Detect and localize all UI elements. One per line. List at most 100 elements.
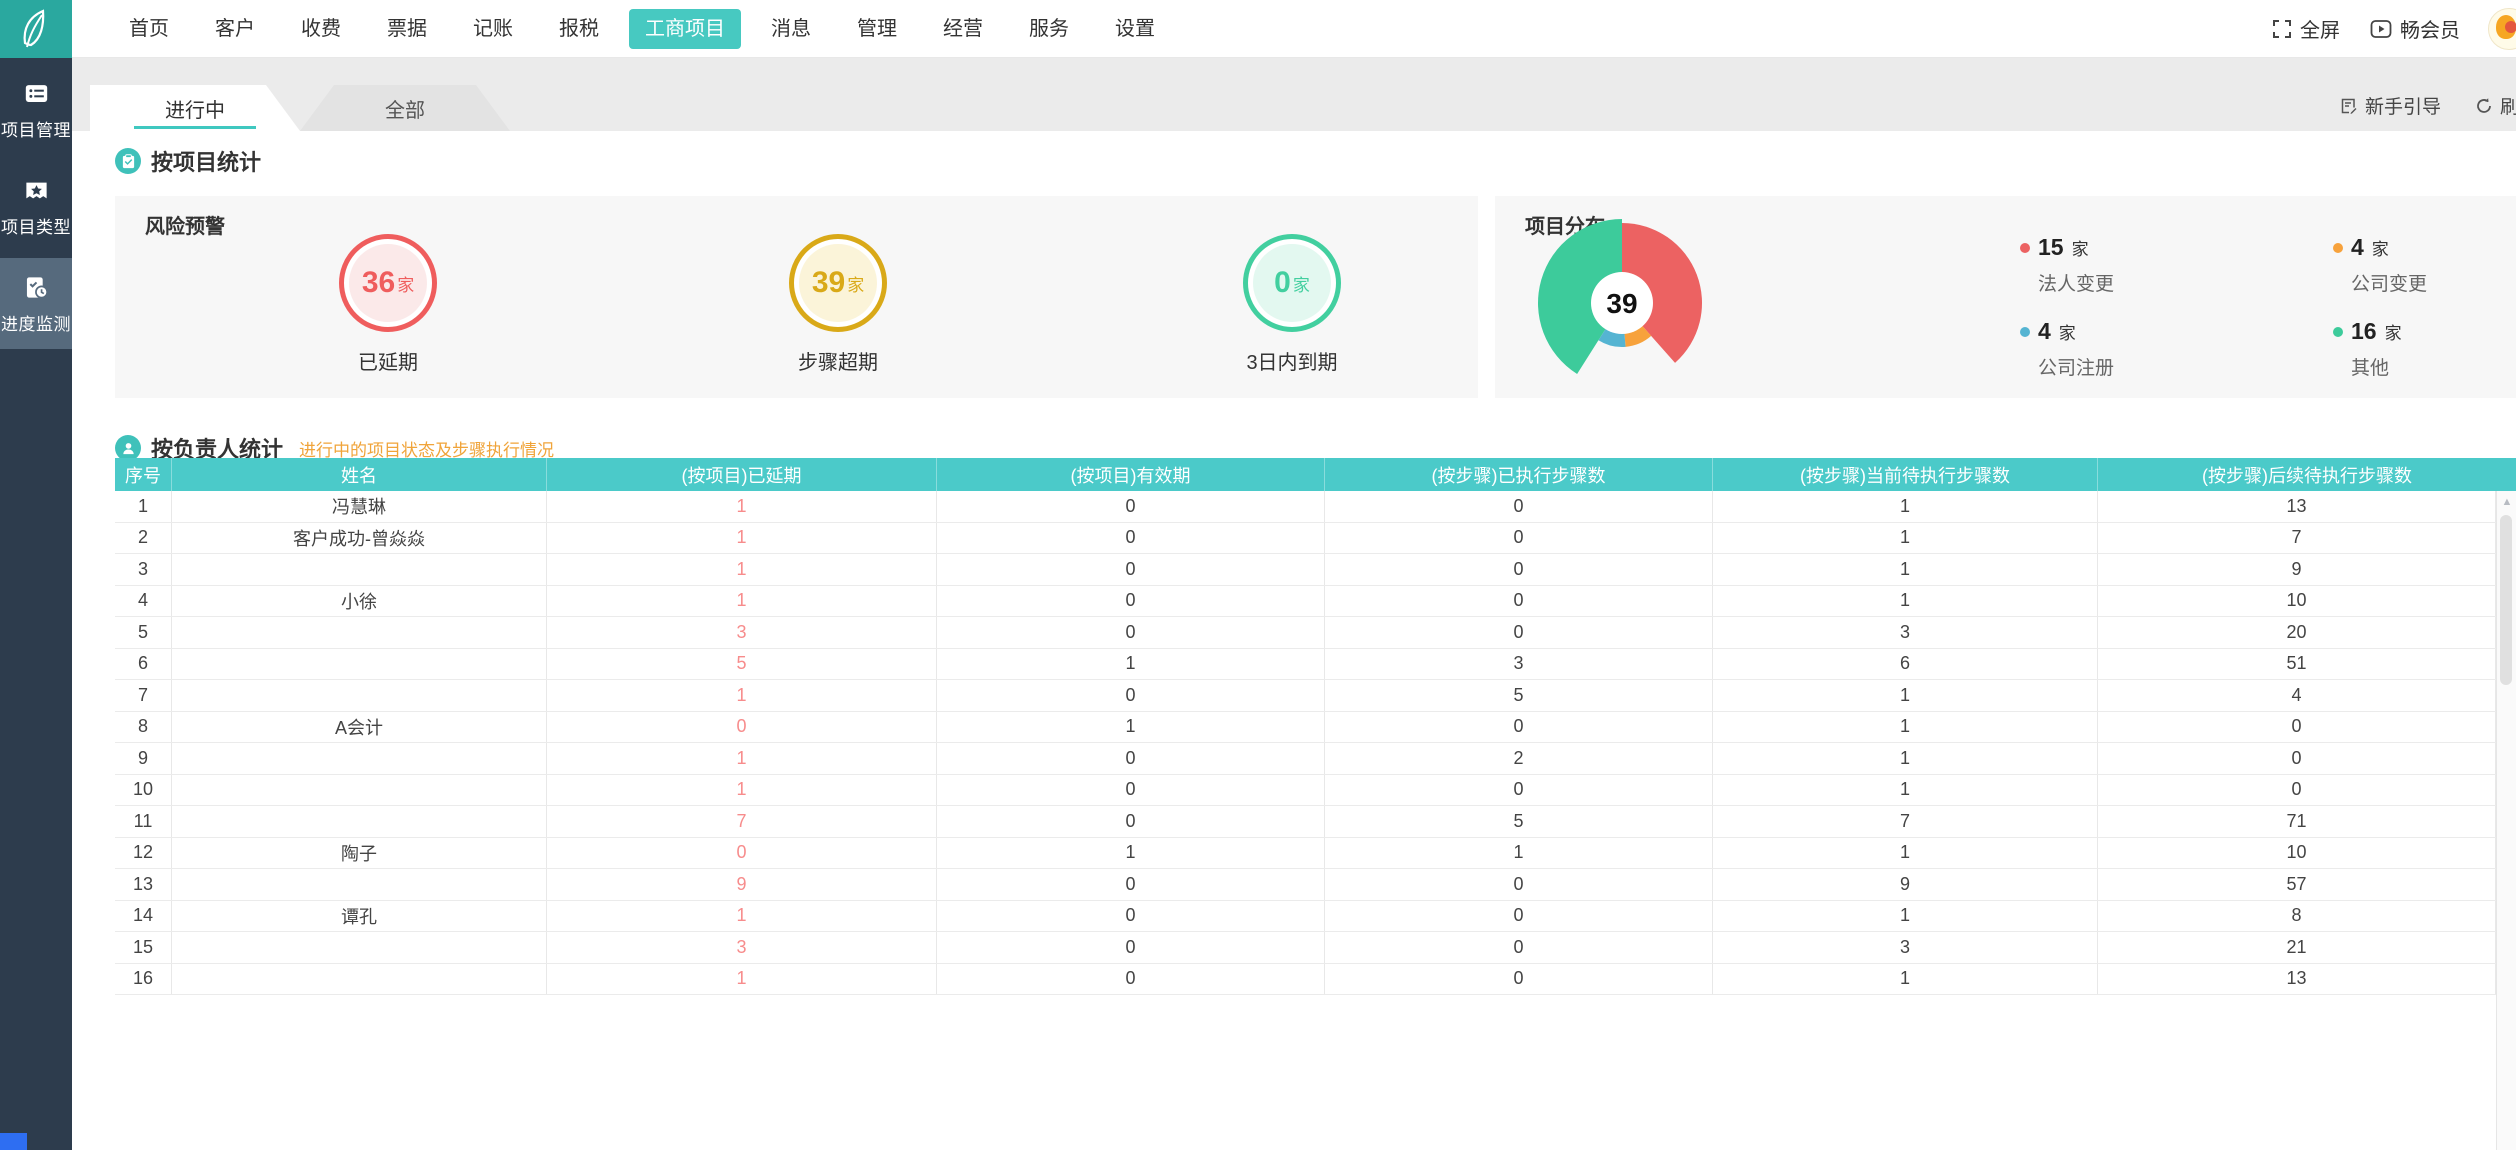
nav-item-9[interactable]: 经营: [943, 17, 983, 40]
table-cell: 0: [2098, 711, 2496, 742]
risk-stat-due-3days[interactable]: 0 家 3日内到期: [1177, 234, 1407, 375]
table-cell: 0: [937, 522, 1325, 553]
beginner-guide-button[interactable]: 新手引导: [2340, 92, 2441, 119]
table-cell: 1: [547, 774, 937, 805]
table-cell: 2: [1325, 743, 1713, 774]
nav-item-3[interactable]: 票据: [387, 17, 427, 40]
table-cell: 1: [1713, 963, 2098, 994]
fullscreen-button[interactable]: 全屏: [2272, 14, 2340, 43]
scrollbar-thumb[interactable]: [2500, 515, 2512, 685]
table-cell: 20: [2098, 617, 2496, 648]
table-cell: 12: [115, 837, 172, 868]
legend-item-其他[interactable]: 16 家其他: [2333, 318, 2402, 380]
floating-widget-partial[interactable]: [0, 1133, 27, 1150]
sidebar-item-project-manage[interactable]: 项目管理: [0, 64, 72, 155]
table-cell: 9: [2098, 554, 2496, 585]
tab-all[interactable]: 全部: [300, 85, 510, 131]
table-row[interactable]: 15 3 0 0 3 21: [115, 932, 2496, 964]
table-cell: [172, 963, 547, 994]
refresh-button[interactable]: 刷新: [2475, 92, 2516, 119]
table-cell: 7: [115, 680, 172, 711]
legend-item-公司变更[interactable]: 4 家公司变更: [2333, 234, 2427, 296]
svg-text:39: 39: [1606, 288, 1637, 319]
table-cell: 3: [1713, 617, 2098, 648]
nav-item-11[interactable]: 设置: [1115, 17, 1155, 40]
table-cell: 0: [937, 585, 1325, 616]
member-button[interactable]: 畅会员: [2370, 14, 2460, 43]
pie-slice-其他: [1538, 219, 1622, 374]
table-cell: 0: [937, 932, 1325, 963]
table-row[interactable]: 13 9 0 0 9 57: [115, 869, 2496, 901]
table-cell: 小徐: [172, 585, 547, 616]
table-cell: 6: [115, 648, 172, 679]
nav-item-5[interactable]: 报税: [559, 17, 599, 40]
table-row[interactable]: 11 7 0 5 7 71: [115, 806, 2496, 838]
table-cell: 1: [1713, 774, 2098, 805]
table-cell: 1: [547, 963, 937, 994]
table-cell: 1: [1713, 585, 2098, 616]
user-avatar[interactable]: [2488, 8, 2516, 50]
table-header-cell: 序号: [115, 458, 172, 491]
nav-item-7[interactable]: 消息: [771, 17, 811, 40]
table-cell: 1: [1713, 554, 2098, 585]
sidebar-item-project-type[interactable]: 项目类型: [0, 161, 72, 252]
table-cell: 陶子: [172, 837, 547, 868]
table-cell: 1: [1713, 837, 2098, 868]
content-area: 进行中 全部 新手引导 刷新: [72, 58, 2516, 1150]
table-cell: 0: [937, 963, 1325, 994]
sidebar-item-progress-monitor[interactable]: 进度监测: [0, 258, 72, 349]
sidebar-item-label: 项目管理: [1, 121, 71, 140]
section-title: 按负责人统计: [151, 437, 284, 462]
table-row[interactable]: 8 A会计 0 1 0 1 0: [115, 711, 2496, 743]
table-cell: 0: [937, 680, 1325, 711]
table-cell: 1: [937, 837, 1325, 868]
sidebar-item-label: 进度监测: [1, 315, 71, 334]
table-row[interactable]: 4 小徐 1 0 0 1 10: [115, 585, 2496, 617]
legend-item-法人变更[interactable]: 15 家法人变更: [2020, 234, 2114, 296]
table-cell: 10: [2098, 837, 2496, 868]
table-cell: 4: [2098, 680, 2496, 711]
scrollbar-up-arrow[interactable]: ▲: [2501, 496, 2513, 508]
table-cell: [172, 648, 547, 679]
table-cell: 3: [115, 554, 172, 585]
table-cell: 9: [1713, 869, 2098, 900]
app-logo[interactable]: [0, 0, 72, 58]
table-row[interactable]: 5 3 0 0 3 20: [115, 617, 2496, 649]
nav-item-2[interactable]: 收费: [301, 17, 341, 40]
risk-stat-step-overdue[interactable]: 39 家 步骤超期: [723, 234, 953, 375]
legend-dot: [2020, 242, 2030, 253]
table-cell: 15: [115, 932, 172, 963]
nav-item-0[interactable]: 首页: [129, 17, 169, 40]
table-row[interactable]: 2 客户成功-曾焱焱 1 0 0 1 7: [115, 522, 2496, 554]
table-row[interactable]: 1 冯慧琳 1 0 0 1 13: [115, 491, 2496, 523]
nav-item-10[interactable]: 服务: [1029, 17, 1069, 40]
distribution-pie-chart[interactable]: 39: [1517, 212, 1727, 394]
table-scrollbar[interactable]: ▲: [2496, 491, 2516, 1150]
legend-item-公司注册[interactable]: 4 家公司注册: [2020, 318, 2114, 380]
table-cell: 9: [547, 869, 937, 900]
table-header-row: 序号 姓名 (按项目)已延期 (按项目)有效期 (按步骤)已执行步骤数 (按步骤)当前待执…: [115, 458, 2516, 491]
stat-ring: 36 家: [339, 234, 437, 332]
table-row[interactable]: 6 5 1 3 6 51: [115, 648, 2496, 680]
table-row[interactable]: 16 1 0 0 1 13: [115, 963, 2496, 995]
nav-item-4[interactable]: 记账: [473, 17, 513, 40]
table-cell: [172, 932, 547, 963]
table-cell: 57: [2098, 869, 2496, 900]
nav-item-8[interactable]: 管理: [857, 17, 897, 40]
table-cell: 3: [1325, 648, 1713, 679]
table-cell: 3: [547, 932, 937, 963]
table-cell: 10: [115, 774, 172, 805]
table-cell: 71: [2098, 806, 2496, 837]
stat-label: 3日内到期: [1246, 352, 1338, 374]
table-row[interactable]: 10 1 0 0 1 0: [115, 774, 2496, 806]
tab-in-progress[interactable]: 进行中: [90, 85, 300, 131]
table-row[interactable]: 14 谭孔 1 0 0 1 8: [115, 900, 2496, 932]
table-row[interactable]: 12 陶子 0 1 1 1 10: [115, 837, 2496, 869]
nav-item-6[interactable]: 工商项目: [629, 8, 741, 49]
nav-item-1[interactable]: 客户: [215, 17, 255, 40]
table-cell: 1: [1713, 743, 2098, 774]
risk-stat-delayed[interactable]: 36 家 已延期: [273, 234, 503, 375]
